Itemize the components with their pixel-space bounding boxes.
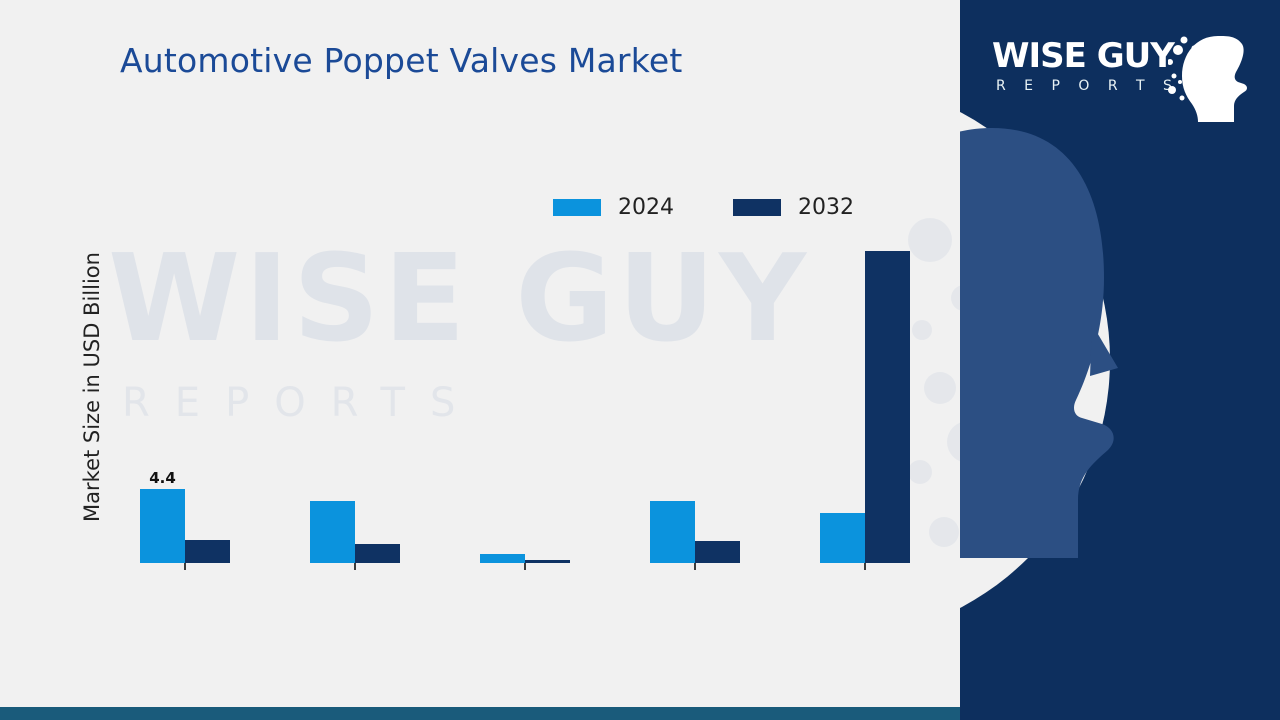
- logo-text: WISE GUY: [992, 36, 1175, 76]
- x-tick-middle-east-and-africa: [864, 563, 866, 570]
- bar-2024-asia-pacific[interactable]: [650, 501, 695, 563]
- x-tick-north-america: [184, 563, 186, 570]
- bar-2024-middle-east-and-africa[interactable]: [820, 513, 865, 563]
- chart-container: Market Size in USD Billion 2024 2032 4.4: [80, 195, 940, 570]
- legend-label-2032: 2032: [798, 195, 854, 220]
- bar-2024-north-america[interactable]: [140, 489, 185, 563]
- bar-group-south-america: [450, 230, 620, 570]
- bar-2032-south-america[interactable]: [525, 560, 570, 563]
- page-title: Automotive Poppet Valves Market: [120, 41, 683, 80]
- legend-swatch-2024: [553, 199, 601, 216]
- bar-2032-asia-pacific[interactable]: [695, 541, 740, 563]
- legend-item-2032[interactable]: 2032: [733, 195, 854, 220]
- bar-group-asia-pacific: [620, 230, 790, 570]
- legend-swatch-2032: [733, 199, 781, 216]
- bar-group-europe: [280, 230, 450, 570]
- x-tick-europe: [354, 563, 356, 570]
- logo-subtext: R E P O R T S: [996, 78, 1179, 94]
- bar-value-north-america: 4.4: [149, 469, 176, 487]
- bar-2032-middle-east-and-africa[interactable]: [865, 251, 910, 563]
- bar-2032-north-america[interactable]: [185, 540, 230, 563]
- brand-logo: WISE GUY R E P O R T S: [982, 36, 1262, 122]
- bar-2032-europe[interactable]: [355, 544, 400, 563]
- bar-group-middle-east-and-africa: [790, 230, 960, 570]
- logo-head-icon: [1168, 36, 1247, 122]
- legend-label-2024: 2024: [618, 195, 674, 220]
- bar-2024-europe[interactable]: [310, 501, 355, 563]
- y-axis-label: Market Size in USD Billion: [80, 252, 104, 522]
- bar-group-north-america: 4.4: [110, 230, 280, 570]
- x-tick-south-america: [524, 563, 526, 570]
- brand-panel: WISE GUY R E P O R T S: [960, 0, 1280, 720]
- x-tick-asia-pacific: [694, 563, 696, 570]
- bottom-accent-strip: [0, 707, 960, 720]
- plot-area: 4.4 NORTH: [110, 230, 940, 570]
- bar-2024-south-america[interactable]: [480, 554, 525, 563]
- head-silhouette-icon: [960, 128, 1118, 558]
- chart-legend: 2024 2032: [553, 195, 854, 220]
- legend-item-2024[interactable]: 2024: [553, 195, 733, 220]
